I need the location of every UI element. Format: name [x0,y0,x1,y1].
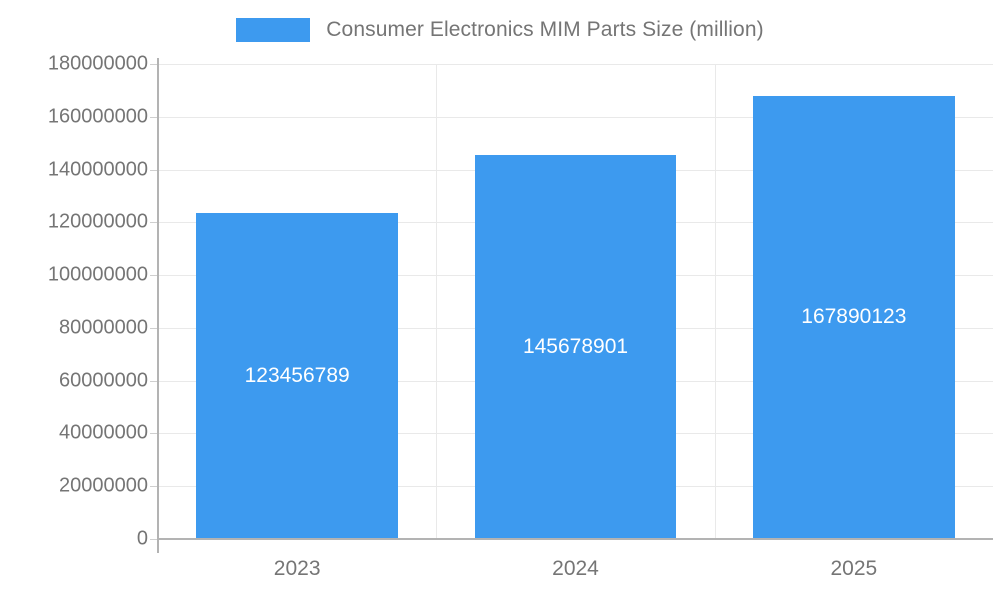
y-axis-tick-label: 120000000 [47,210,148,233]
bar-value-label: 167890123 [801,305,907,329]
gridline-vertical [436,64,437,539]
x-axis-tick-label: 2025 [830,557,878,580]
legend-color-swatch-icon [236,18,311,42]
y-axis-tick-label: 160000000 [47,105,148,128]
y-axis-tick-label: 60000000 [59,369,148,392]
bar[interactable] [474,154,677,539]
y-axis-tick-label: 20000000 [59,474,148,497]
bar-value-label: 123456789 [244,364,350,388]
bar[interactable] [196,213,399,539]
plot-area: 123456789 145678901 167890123 [158,64,993,540]
y-axis-tick-label: 0 [136,527,148,550]
bar[interactable] [752,95,955,539]
x-axis-line [158,538,993,540]
y-axis-tick-label: 100000000 [47,263,148,286]
gridline-horizontal [158,64,993,65]
legend-item-consumer-electronics-mim-parts-size[interactable]: Consumer Electronics MIM Parts Size (mil… [236,18,764,42]
gridline-horizontal [158,116,993,118]
y-axis-line [157,58,159,553]
y-axis-tick-label: 140000000 [47,158,148,181]
bar-value-label: 145678901 [522,334,629,358]
x-axis-tick-label: 2023 [273,557,321,580]
y-axis-tick-label: 180000000 [47,52,148,75]
legend-item-label: Consumer Electronics MIM Parts Size (mil… [326,18,764,41]
gridline-vertical [715,64,716,539]
chart-legend: Consumer Electronics MIM Parts Size (mil… [0,10,1000,50]
x-axis-tick-label: 2024 [552,557,599,580]
y-axis-tick-label: 40000000 [59,421,148,444]
y-axis-tick-label: 80000000 [59,316,148,339]
